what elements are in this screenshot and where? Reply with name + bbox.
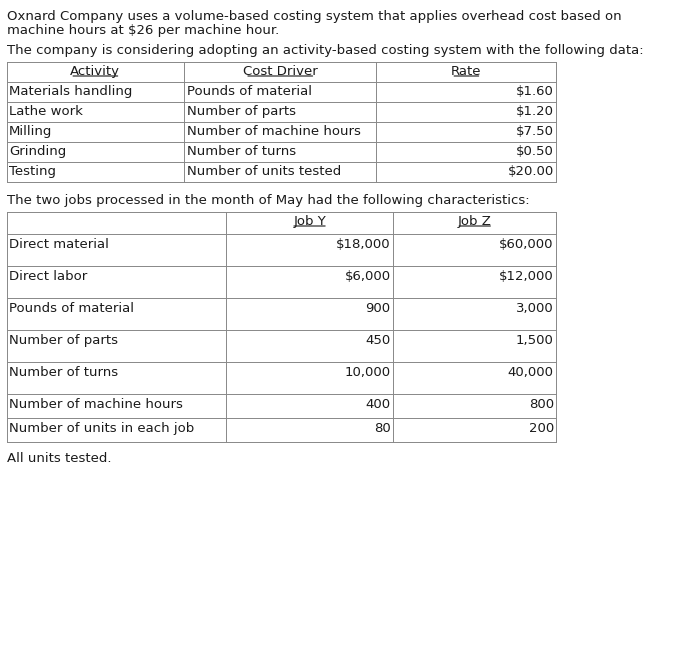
Text: The company is considering adopting an activity-based costing system with the fo: The company is considering adopting an a…: [7, 44, 643, 57]
Text: Number of units in each job: Number of units in each job: [9, 422, 195, 435]
Text: The two jobs processed in the month of May had the following characteristics:: The two jobs processed in the month of M…: [7, 194, 530, 207]
Text: Number of units tested: Number of units tested: [186, 165, 341, 178]
Text: Job Z: Job Z: [458, 215, 492, 228]
Text: Milling: Milling: [9, 125, 53, 138]
Text: Rate: Rate: [451, 65, 482, 78]
Text: Job Y: Job Y: [293, 215, 326, 228]
Text: machine hours at $26 per machine hour.: machine hours at $26 per machine hour.: [7, 24, 279, 37]
Text: $12,000: $12,000: [499, 270, 553, 283]
Text: 80: 80: [374, 422, 390, 435]
Text: Activity: Activity: [71, 65, 121, 78]
Text: 10,000: 10,000: [345, 366, 390, 379]
Text: Grinding: Grinding: [9, 145, 66, 158]
Text: Direct labor: Direct labor: [9, 270, 88, 283]
Text: 800: 800: [529, 398, 553, 411]
Text: Testing: Testing: [9, 165, 56, 178]
Text: Number of turns: Number of turns: [9, 366, 119, 379]
Text: Number of machine hours: Number of machine hours: [9, 398, 183, 411]
Text: 3,000: 3,000: [516, 302, 553, 315]
Text: Materials handling: Materials handling: [9, 85, 133, 98]
Text: Number of turns: Number of turns: [186, 145, 296, 158]
Text: $60,000: $60,000: [499, 238, 553, 251]
Text: $1.20: $1.20: [516, 105, 553, 118]
Text: Direct material: Direct material: [9, 238, 109, 251]
Text: Lathe work: Lathe work: [9, 105, 83, 118]
Text: $18,000: $18,000: [336, 238, 390, 251]
Text: Pounds of material: Pounds of material: [9, 302, 134, 315]
Text: $6,000: $6,000: [345, 270, 390, 283]
Text: Number of parts: Number of parts: [9, 334, 119, 347]
Text: Number of parts: Number of parts: [186, 105, 295, 118]
Text: Cost Driver: Cost Driver: [243, 65, 318, 78]
Text: Pounds of material: Pounds of material: [186, 85, 312, 98]
Text: 40,000: 40,000: [508, 366, 553, 379]
Text: $20.00: $20.00: [508, 165, 553, 178]
Text: 200: 200: [529, 422, 553, 435]
Text: 1,500: 1,500: [516, 334, 553, 347]
Text: 450: 450: [365, 334, 390, 347]
Text: $1.60: $1.60: [516, 85, 553, 98]
Text: Number of machine hours: Number of machine hours: [186, 125, 360, 138]
Text: 900: 900: [366, 302, 390, 315]
Text: 400: 400: [366, 398, 390, 411]
Text: Oxnard Company uses a volume-based costing system that applies overhead cost bas: Oxnard Company uses a volume-based costi…: [7, 10, 621, 23]
Text: All units tested.: All units tested.: [7, 452, 111, 465]
Text: $0.50: $0.50: [516, 145, 553, 158]
Text: $7.50: $7.50: [516, 125, 553, 138]
